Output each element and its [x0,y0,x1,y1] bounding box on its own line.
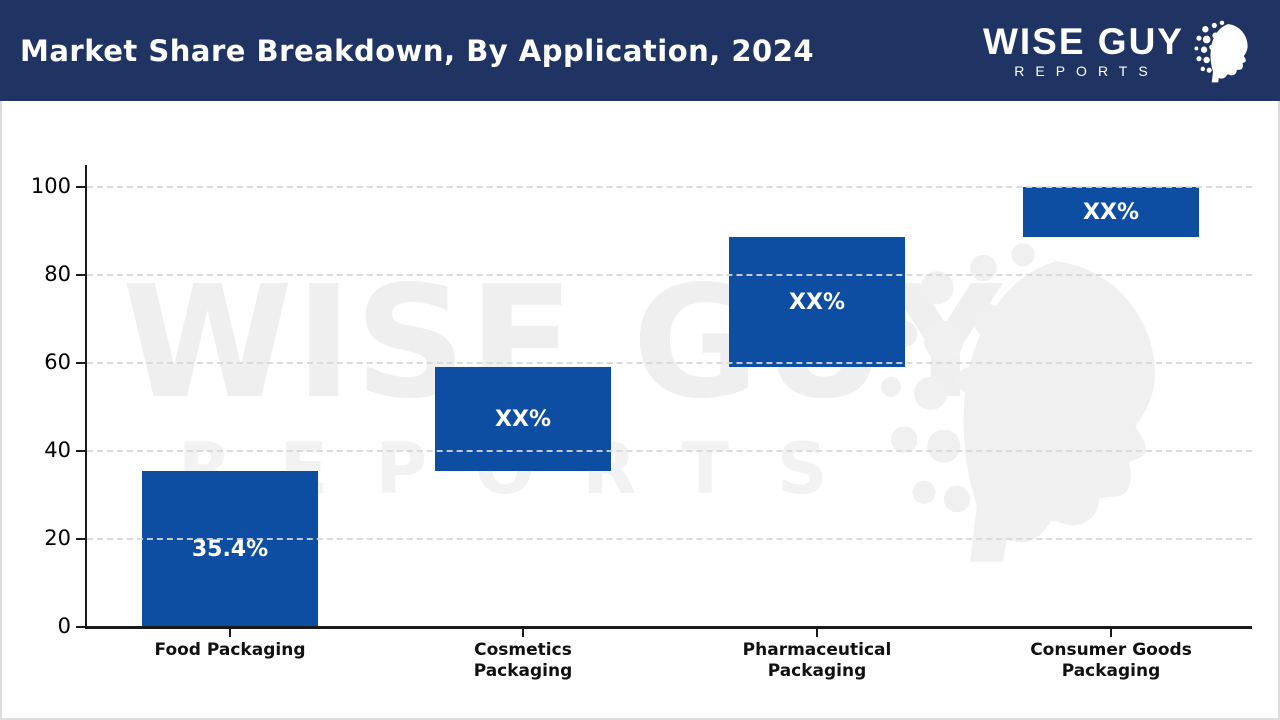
brand-name: WISE GUY [982,20,1184,62]
y-tick-label: 40 [44,438,71,462]
y-tick-mark [76,626,85,628]
bar-value-label: XX% [789,289,845,315]
bar-segment: XX% [729,237,905,368]
y-tick-label: 100 [30,174,71,198]
x-tick-mark [1110,628,1112,637]
x-category-label: Food Packaging [154,640,306,660]
gridline [87,274,1252,276]
bar-segment: 35.4% [142,471,318,627]
bar-value-label: 35.4% [191,536,269,562]
x-category-label: Cosmetics Packaging [473,640,573,681]
y-axis-line [85,165,87,629]
x-category-label: Consumer Goods Packaging [1030,640,1192,681]
x-category-label: Pharmaceutical Packaging [742,640,892,681]
watermark-head-icon [881,243,1155,562]
gridline [87,450,1252,452]
y-tick-mark [76,538,85,540]
y-tick-mark [76,186,85,188]
bar-segment: XX% [435,367,611,472]
y-tick-mark [76,450,85,452]
brand-subtitle: REPORTS [1014,62,1159,79]
x-tick-mark [229,628,231,637]
gridline [87,186,1252,188]
y-tick-label: 0 [57,614,71,638]
x-tick-mark [522,628,524,637]
header-bar: Market Share Breakdown, By Application, … [0,0,1280,101]
y-tick-label: 20 [44,526,71,550]
brand-logo: WISE GUY REPORTS [983,15,1254,87]
y-tick-label: 80 [44,262,71,286]
gridline [87,362,1252,364]
y-tick-mark [76,362,85,364]
x-tick-mark [816,628,818,637]
brand-logo-text: WISE GUY REPORTS [983,23,1184,79]
head-profile-logo-icon [1194,20,1248,82]
bar-value-label: XX% [495,406,551,432]
y-tick-mark [76,274,85,276]
bar-value-label: XX% [1083,199,1139,225]
gridline [87,538,1252,540]
bar-segment: XX% [1023,187,1199,238]
y-tick-label: 60 [44,350,71,374]
page-title: Market Share Breakdown, By Application, … [20,33,815,68]
x-axis-line [85,626,1252,629]
